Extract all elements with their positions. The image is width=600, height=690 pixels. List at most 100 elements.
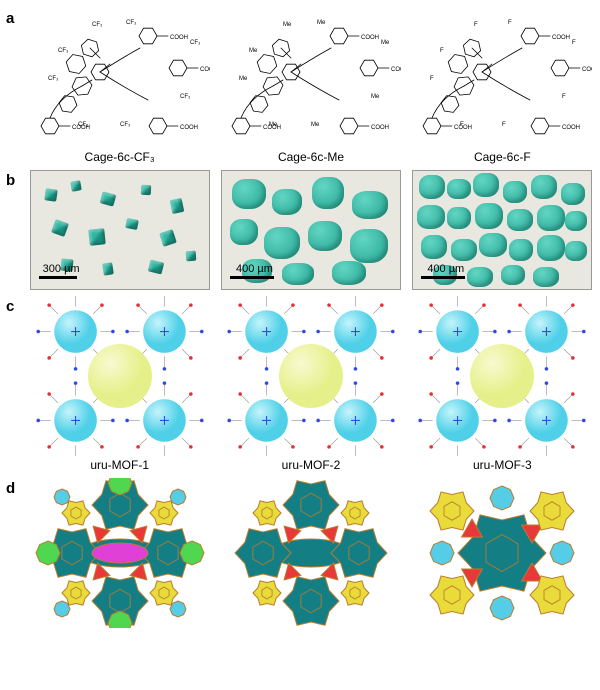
crystal <box>99 191 116 206</box>
row-a: a COOHCOOHCOOHCOOHCF₃CF₃CF₃CF₃CF₃CF₃CF₃C… <box>6 8 594 164</box>
crystal <box>447 207 471 229</box>
cage-cell-2: COOHCOOHCOOHCOOHFFFFFFFF Cage-6c-F <box>411 8 594 164</box>
crystal <box>533 267 559 287</box>
crystal <box>503 181 527 203</box>
crystal <box>451 239 477 261</box>
svg-text:Me: Me <box>311 122 320 128</box>
svg-text:F: F <box>562 94 566 100</box>
svg-text:COOH: COOH <box>582 67 592 73</box>
micrograph-1: 400 µm <box>221 170 401 290</box>
topo-cell-0 <box>28 478 211 628</box>
svg-text:COOH: COOH <box>371 125 389 131</box>
crystal <box>185 251 196 262</box>
svg-text:COOH: COOH <box>391 67 401 73</box>
svg-text:CF₃: CF₃ <box>190 40 201 46</box>
crystal <box>88 228 106 246</box>
crystal <box>561 183 585 205</box>
micrograph-2: 400 µm <box>412 170 592 290</box>
crystal <box>159 229 177 247</box>
crystal <box>537 205 565 231</box>
micro-cell-0: 300 µm <box>28 170 211 290</box>
crystal <box>501 265 525 285</box>
crystal <box>332 261 366 285</box>
row-b: b 300 µm 400 µm 400 µm <box>6 170 594 290</box>
mof-structure-1 <box>221 296 401 456</box>
crystal <box>479 233 507 257</box>
scalebar-label: 400 µm <box>236 263 273 275</box>
crystal <box>147 259 163 274</box>
crystal <box>475 203 503 229</box>
svg-text:F: F <box>572 40 576 46</box>
svg-text:F: F <box>474 22 478 28</box>
crystal <box>447 179 471 199</box>
svg-text:COOH: COOH <box>361 35 379 41</box>
svg-text:COOH: COOH <box>200 67 210 73</box>
svg-text:F: F <box>430 76 434 82</box>
crystal <box>473 173 499 197</box>
row-c: c uru-MOF-1 uru-MOF-2 uru-MOF-3 <box>6 296 594 472</box>
cage-caption-0: Cage-6c-CF₃ <box>85 150 155 164</box>
svg-text:F: F <box>460 122 464 128</box>
svg-text:CF₃: CF₃ <box>78 122 89 128</box>
mof-cell-0: uru-MOF-1 <box>28 296 211 472</box>
svg-text:COOH: COOH <box>552 35 570 41</box>
row-d: d <box>6 478 594 628</box>
crystal <box>232 179 266 209</box>
svg-text:Me: Me <box>283 22 292 28</box>
svg-text:Me: Me <box>381 40 390 46</box>
svg-text:COOH: COOH <box>170 35 188 41</box>
svg-text:Me: Me <box>269 122 278 128</box>
mof-caption-1: uru-MOF-2 <box>282 458 341 472</box>
crystal <box>70 180 82 192</box>
crystal <box>467 267 493 287</box>
panel-label-d: d <box>6 478 20 497</box>
mof-structure-2 <box>412 296 592 456</box>
svg-text:F: F <box>508 20 512 26</box>
crystal <box>419 175 445 199</box>
micro-cell-2: 400 µm <box>411 170 594 290</box>
mof-caption-2: uru-MOF-3 <box>473 458 532 472</box>
crystal <box>140 185 151 196</box>
svg-text:COOH: COOH <box>180 125 198 131</box>
crystal <box>531 175 557 199</box>
svg-text:COOH: COOH <box>562 125 580 131</box>
cage-caption-1: Cage-6c-Me <box>278 150 344 164</box>
crystal <box>507 209 533 231</box>
scalebar <box>230 276 274 279</box>
micro-cell-1: 400 µm <box>219 170 402 290</box>
svg-text:CF₃: CF₃ <box>120 122 131 128</box>
crystal <box>230 219 258 245</box>
svg-text:F: F <box>502 122 506 128</box>
svg-text:CF₃: CF₃ <box>48 76 59 82</box>
crystal <box>51 219 69 237</box>
svg-text:Me: Me <box>317 20 326 26</box>
mof-cell-1: uru-MOF-2 <box>219 296 402 472</box>
figure: a COOHCOOHCOOHCOOHCF₃CF₃CF₃CF₃CF₃CF₃CF₃C… <box>0 0 600 636</box>
cage-structure-0: COOHCOOHCOOHCOOHCF₃CF₃CF₃CF₃CF₃CF₃CF₃CF₃ <box>30 8 210 148</box>
mof-cell-2: uru-MOF-3 <box>411 296 594 472</box>
crystal <box>350 229 388 263</box>
scalebar-label: 300 µm <box>43 263 80 275</box>
crystal <box>509 239 533 261</box>
crystal <box>264 227 300 259</box>
crystal <box>565 211 587 231</box>
topology-1 <box>221 478 401 628</box>
cage-cell-0: COOHCOOHCOOHCOOHCF₃CF₃CF₃CF₃CF₃CF₃CF₃CF₃… <box>28 8 211 164</box>
cage-cell-1: COOHCOOHCOOHCOOHMeMeMeMeMeMeMeMe Cage-6c… <box>219 8 402 164</box>
svg-text:CF₃: CF₃ <box>126 20 137 26</box>
svg-text:CF₃: CF₃ <box>92 22 103 28</box>
micrograph-0: 300 µm <box>30 170 210 290</box>
panel-label-a: a <box>6 8 20 27</box>
crystal <box>417 205 445 229</box>
crystal <box>282 263 314 285</box>
svg-text:F: F <box>440 48 444 54</box>
topo-cell-2 <box>411 478 594 628</box>
mof-structure-0 <box>30 296 210 456</box>
crystal <box>352 191 388 219</box>
crystal <box>421 235 447 259</box>
topology-0 <box>30 478 210 628</box>
crystal <box>272 189 302 215</box>
panel-label-b: b <box>6 170 20 189</box>
crystal <box>537 235 565 261</box>
crystal <box>125 218 139 230</box>
